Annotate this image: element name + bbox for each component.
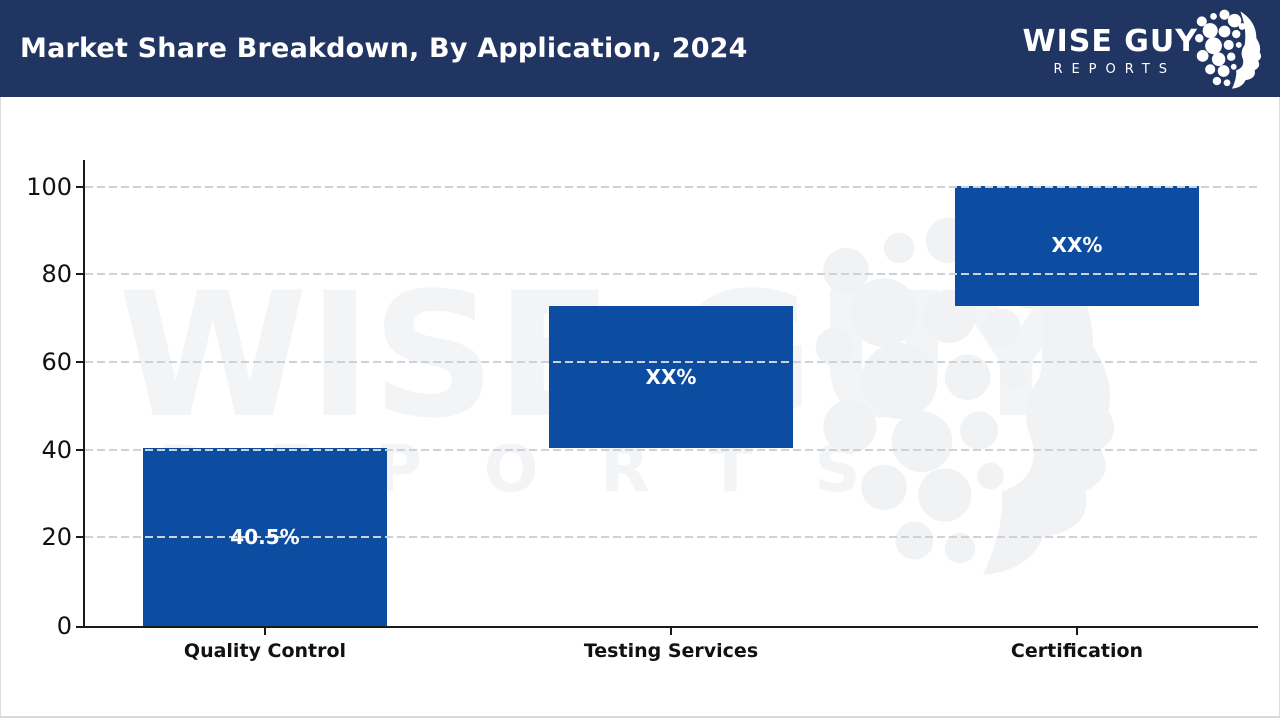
brand-wordmark-line2: REPORTS	[1053, 61, 1177, 77]
bar-value-label: XX%	[645, 365, 697, 389]
gridline-100	[85, 186, 1258, 188]
bar-certification	[955, 186, 1199, 306]
y-tick	[76, 536, 84, 538]
y-tick-label: 80	[41, 260, 72, 288]
header-bar: Market Share Breakdown, By Application, …	[0, 0, 1280, 97]
y-tick	[76, 186, 84, 188]
frame-edge-bottom	[0, 716, 1280, 718]
y-tick-label: 20	[41, 523, 72, 551]
x-tick	[670, 628, 672, 635]
gridline-40	[85, 449, 1258, 451]
bar-value-label: XX%	[1051, 233, 1103, 257]
category-label-testing-services: Testing Services	[583, 640, 759, 662]
y-tick-label: 100	[26, 173, 72, 201]
y-tick-label: 0	[56, 612, 72, 640]
y-tick-label: 40	[41, 436, 72, 464]
category-label-certification: Certification	[1010, 640, 1144, 662]
y-tick	[76, 449, 84, 451]
x-axis	[83, 626, 1258, 628]
brand-wordmark: WISE GUY REPORTS	[1022, 24, 1198, 77]
y-tick-label: 60	[41, 348, 72, 376]
gridline-60	[85, 361, 1258, 363]
y-tick	[76, 626, 84, 628]
y-tick	[76, 273, 84, 275]
x-tick	[264, 628, 266, 635]
gridline-80	[85, 273, 1258, 275]
x-tick	[1076, 628, 1078, 635]
frame-edge-left	[0, 97, 1, 717]
bar-value-label: 40.5%	[230, 525, 300, 549]
y-axis	[83, 160, 85, 628]
brand-logo: WISE GUY REPORTS	[1022, 7, 1270, 93]
bar-testing-services	[549, 306, 793, 448]
brand-wordmark-line1: WISE GUY	[1022, 23, 1198, 59]
y-tick	[76, 361, 84, 363]
brand-face-icon	[1195, 9, 1262, 89]
page-title: Market Share Breakdown, By Application, …	[20, 33, 748, 64]
category-label-quality-control: Quality Control	[183, 640, 347, 662]
gridline-20	[85, 536, 1258, 538]
